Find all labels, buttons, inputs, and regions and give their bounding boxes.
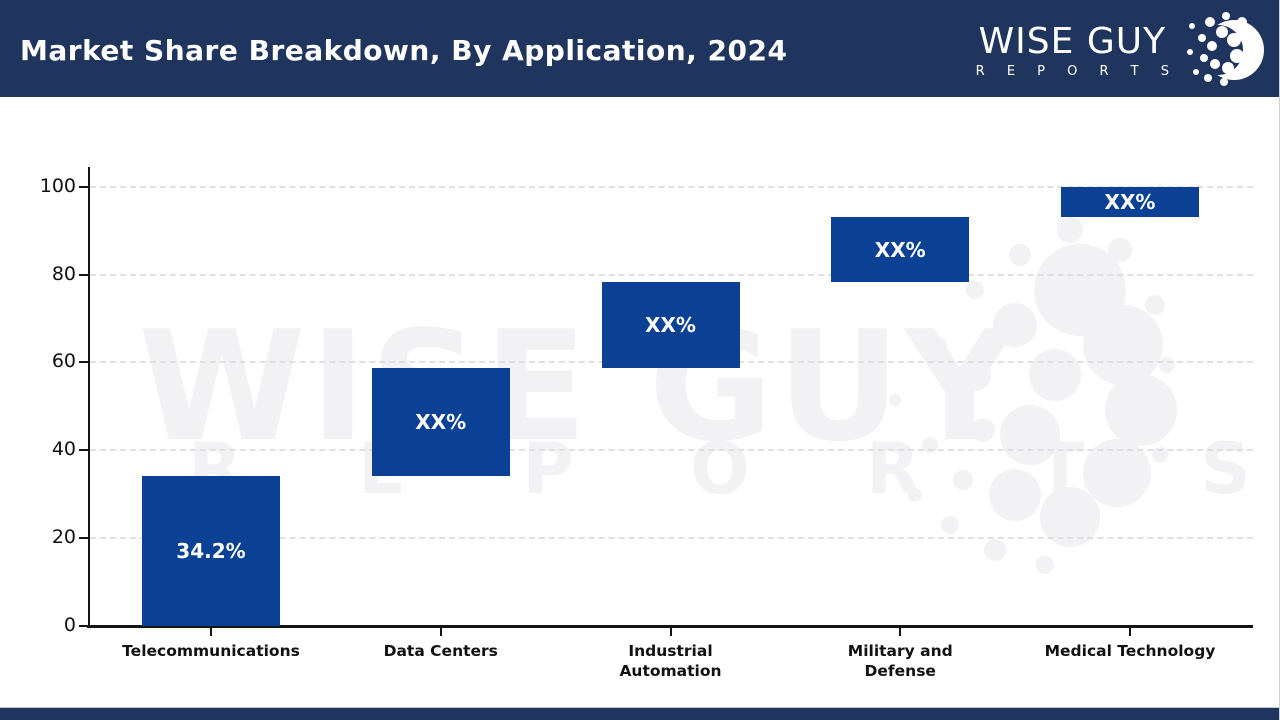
- gridline: [90, 185, 1253, 188]
- gridline: [90, 537, 1253, 540]
- y-tick-label: 0: [63, 614, 76, 636]
- logo-reports-text: R E P O R T S: [975, 63, 1178, 79]
- x-axis-spine: [87, 625, 1253, 628]
- x-tick-mark: [210, 628, 212, 636]
- y-tick-label: 80: [51, 262, 76, 285]
- bar-value-label: 34.2%: [176, 538, 246, 563]
- x-tick-mark: [1129, 628, 1131, 636]
- footer-bar: [0, 707, 1279, 720]
- y-tick-label: 20: [51, 526, 76, 549]
- watermark-text-wise: WISE GUY: [138, 298, 1019, 475]
- y-tick-mark: [79, 361, 88, 364]
- bar: XX%: [601, 282, 740, 368]
- x-axis-label: Telecommunications: [122, 642, 300, 660]
- y-tick-mark: [79, 537, 88, 540]
- y-tick-mark: [79, 273, 88, 276]
- x-tick-mark: [439, 628, 442, 636]
- y-tick-mark: [79, 449, 88, 452]
- x-axis-label: Military and Defense: [847, 642, 953, 680]
- y-tick-label: 60: [51, 350, 76, 373]
- bar: 34.2%: [142, 475, 280, 626]
- y-tick-mark: [79, 625, 88, 627]
- bar: XX%: [831, 217, 970, 283]
- x-axis-label: Data Centers: [383, 642, 498, 660]
- bar-value-label: XX%: [874, 237, 926, 262]
- y-axis-spine: [88, 167, 90, 627]
- y-tick-label: 40: [51, 438, 76, 461]
- x-tick-mark: [899, 628, 902, 636]
- gridline: [90, 449, 1253, 452]
- bar-value-label: XX%: [415, 409, 467, 434]
- x-tick-mark: [669, 628, 672, 636]
- x-axis-label: Medical Technology: [1044, 642, 1216, 660]
- y-tick-mark: [79, 185, 88, 188]
- bar: XX%: [371, 367, 510, 476]
- bar-value-label: XX%: [1104, 190, 1156, 215]
- logo-head-icon: [1187, 12, 1264, 86]
- bar-value-label: XX%: [645, 313, 696, 338]
- header-bar: Market Share Breakdown, By Application, …: [0, 0, 1279, 97]
- logo-wise-guy-text: WISE GUY: [978, 20, 1167, 62]
- gridline: [90, 273, 1253, 276]
- y-tick-label: 100: [39, 174, 76, 197]
- wise-guy-logo: WISE GUY R E P O R T S: [967, 8, 1268, 92]
- x-axis-label: Industrial Automation: [619, 642, 722, 680]
- page-title: Market Share Breakdown, By Application, …: [20, 34, 788, 67]
- bar: XX%: [1061, 186, 1199, 218]
